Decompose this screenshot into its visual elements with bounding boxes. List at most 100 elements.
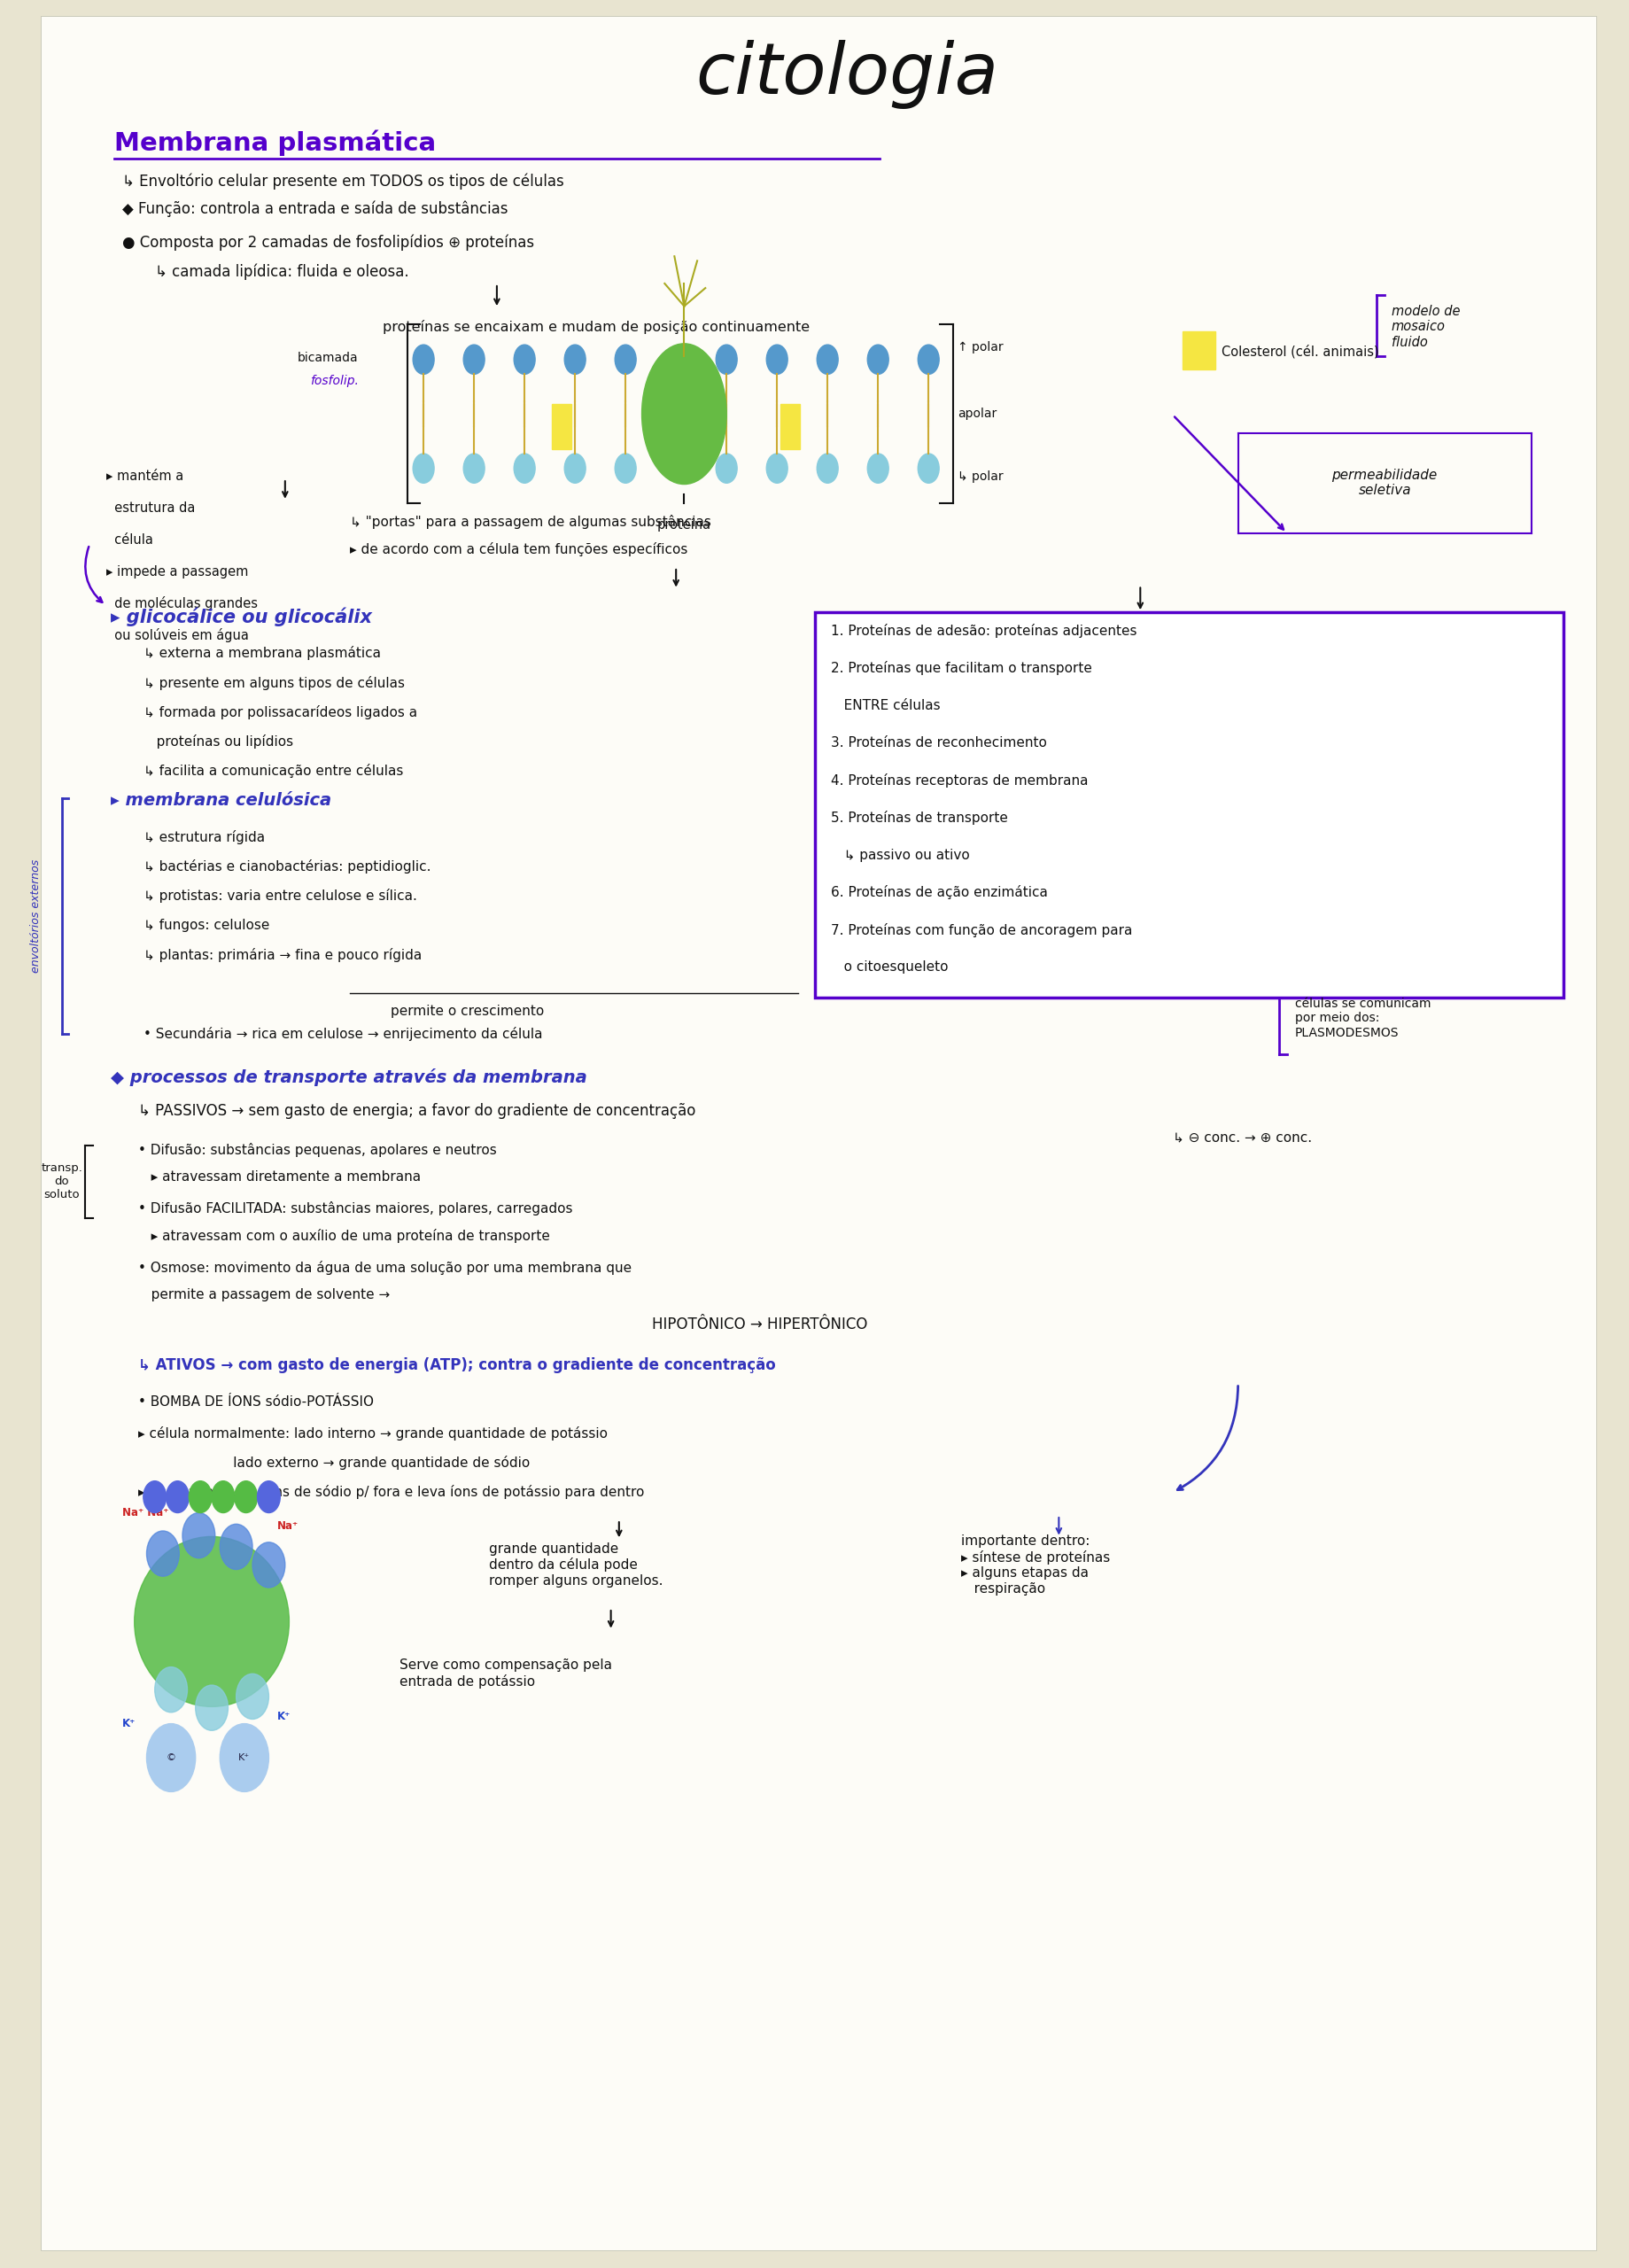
Text: 7. Proteínas com função de ancoragem para: 7. Proteínas com função de ancoragem par… xyxy=(831,923,1132,937)
Circle shape xyxy=(564,345,585,374)
Text: • BOMBA DE ÍONS sódio-POTÁSSIO: • BOMBA DE ÍONS sódio-POTÁSSIO xyxy=(138,1395,375,1408)
Text: ↳ formada por polissacarídeos ligados a: ↳ formada por polissacarídeos ligados a xyxy=(143,705,417,719)
Text: K⁺: K⁺ xyxy=(277,1710,290,1724)
Circle shape xyxy=(182,1513,215,1558)
Circle shape xyxy=(616,345,635,374)
FancyBboxPatch shape xyxy=(41,16,1596,2250)
Circle shape xyxy=(515,345,534,374)
Text: células se comunicam
por meio dos:
PLASMODESMOS: células se comunicam por meio dos: PLASM… xyxy=(1295,998,1430,1039)
Ellipse shape xyxy=(134,1538,290,1708)
Text: Serve como compensação pela
entrada de potássio: Serve como compensação pela entrada de p… xyxy=(399,1658,613,1690)
Text: ↳ presente em alguns tipos de células: ↳ presente em alguns tipos de células xyxy=(143,676,404,689)
Bar xyxy=(814,612,1564,998)
Text: ↳ estrutura rígida: ↳ estrutura rígida xyxy=(143,830,266,844)
Text: ↑ polar: ↑ polar xyxy=(958,340,1003,354)
Text: ▸ atravessam diretamente a membrana: ▸ atravessam diretamente a membrana xyxy=(138,1170,422,1184)
Text: 4. Proteínas receptoras de membrana: 4. Proteínas receptoras de membrana xyxy=(831,773,1088,787)
Circle shape xyxy=(715,345,736,374)
Circle shape xyxy=(463,454,484,483)
Circle shape xyxy=(220,1724,269,1792)
Text: 5. Proteínas de transporte: 5. Proteínas de transporte xyxy=(831,810,1008,826)
Circle shape xyxy=(252,1542,285,1588)
Circle shape xyxy=(816,454,837,483)
Circle shape xyxy=(463,345,484,374)
Circle shape xyxy=(917,454,938,483)
Circle shape xyxy=(816,345,837,374)
Circle shape xyxy=(195,1685,228,1730)
Text: importante dentro:
▸ síntese de proteínas
▸ alguns etapas da
   respiração: importante dentro: ▸ síntese de proteína… xyxy=(961,1535,1109,1594)
Circle shape xyxy=(143,1481,166,1513)
Text: ↳ ⊖ conc. → ⊕ conc.: ↳ ⊖ conc. → ⊕ conc. xyxy=(1173,1132,1311,1145)
Text: proteína: proteína xyxy=(656,517,712,531)
Text: ↳ ATIVOS → com gasto de energia (ATP); contra o gradiente de concentração: ↳ ATIVOS → com gasto de energia (ATP); c… xyxy=(138,1356,775,1374)
Text: envoltórios externos: envoltórios externos xyxy=(29,860,42,973)
Text: transp.
do
soluto: transp. do soluto xyxy=(41,1163,83,1200)
Text: • Osmose: movimento da água de uma solução por uma membrana que: • Osmose: movimento da água de uma soluç… xyxy=(138,1261,632,1275)
Text: bicamada: bicamada xyxy=(298,352,358,365)
Text: ↳ Envoltório celular presente em TODOS os tipos de células: ↳ Envoltório celular presente em TODOS o… xyxy=(122,172,564,191)
Text: 3. Proteínas de reconhecimento: 3. Proteínas de reconhecimento xyxy=(831,737,1047,748)
Text: ↳ camada lipídica: fluida e oleosa.: ↳ camada lipídica: fluida e oleosa. xyxy=(155,263,409,281)
Text: de moléculas grandes: de moléculas grandes xyxy=(106,596,257,610)
Circle shape xyxy=(212,1481,235,1513)
Text: permite o crescimento: permite o crescimento xyxy=(391,1005,544,1018)
Circle shape xyxy=(257,1481,280,1513)
Text: Na⁺ Na⁺: Na⁺ Na⁺ xyxy=(122,1506,168,1520)
Circle shape xyxy=(564,454,585,483)
Text: ↳ PASSIVOS → sem gasto de energia; a favor do gradiente de concentração: ↳ PASSIVOS → sem gasto de energia; a fav… xyxy=(138,1102,696,1120)
Text: K⁺: K⁺ xyxy=(238,1753,251,1762)
Text: Colesterol (cél. animais): Colesterol (cél. animais) xyxy=(1222,345,1380,358)
Ellipse shape xyxy=(642,342,727,485)
Circle shape xyxy=(917,345,938,374)
Text: ◆ processos de transporte através da membrana: ◆ processos de transporte através da mem… xyxy=(111,1068,586,1086)
Text: proteínas se encaixam e mudam de posição continuamente: proteínas se encaixam e mudam de posição… xyxy=(383,320,810,333)
Circle shape xyxy=(867,454,888,483)
Text: ↳ passivo ou ativo: ↳ passivo ou ativo xyxy=(831,848,969,862)
Text: HIPOTÔNICO → HIPERTÔNICO: HIPOTÔNICO → HIPERTÔNICO xyxy=(652,1315,867,1334)
Circle shape xyxy=(414,345,433,374)
Text: 2. Proteínas que facilitam o transporte: 2. Proteínas que facilitam o transporte xyxy=(831,660,1091,676)
Text: grande quantidade
dentro da célula pode
romper alguns organelos.: grande quantidade dentro da célula pode … xyxy=(489,1542,663,1588)
Text: ▸ impede a passagem: ▸ impede a passagem xyxy=(106,565,248,578)
Text: ▸ célula normalmente: lado interno → grande quantidade de potássio: ▸ célula normalmente: lado interno → gra… xyxy=(138,1427,608,1440)
Text: ↳ bactérias e cianobactérias: peptidioglic.: ↳ bactérias e cianobactérias: peptidiogl… xyxy=(143,860,430,873)
Text: ↳ externa a membrana plasmática: ↳ externa a membrana plasmática xyxy=(143,646,381,660)
Text: ▸ de acordo com a célula tem funções específicos: ▸ de acordo com a célula tem funções esp… xyxy=(350,542,687,556)
Text: Na⁺: Na⁺ xyxy=(277,1520,298,1533)
Text: permeabilidade
seletiva: permeabilidade seletiva xyxy=(1333,469,1437,497)
Bar xyxy=(1183,331,1215,370)
Circle shape xyxy=(414,454,433,483)
Bar xyxy=(552,404,572,449)
Text: ↳ protistas: varia entre celulose e sílica.: ↳ protistas: varia entre celulose e síli… xyxy=(143,889,417,903)
Text: ▸ glicocálice ou glicocálix: ▸ glicocálice ou glicocálix xyxy=(111,608,371,626)
Text: ● Composta por 2 camadas de fosfolipídios ⊕ proteínas: ● Composta por 2 camadas de fosfolipídio… xyxy=(122,234,534,252)
Bar xyxy=(780,404,800,449)
Text: ©: © xyxy=(166,1753,176,1762)
Text: modelo de
mosaico
fluido: modelo de mosaico fluido xyxy=(1391,304,1460,349)
Text: K⁺: K⁺ xyxy=(122,1717,135,1730)
Text: • Difusão FACILITADA: substâncias maiores, polares, carregados: • Difusão FACILITADA: substâncias maiore… xyxy=(138,1202,573,1216)
Text: ↳ polar: ↳ polar xyxy=(958,469,1003,483)
Circle shape xyxy=(715,454,736,483)
Text: célula: célula xyxy=(106,533,153,547)
Circle shape xyxy=(189,1481,212,1513)
Circle shape xyxy=(166,1481,189,1513)
Circle shape xyxy=(220,1524,252,1569)
Text: citologia: citologia xyxy=(696,41,999,109)
Circle shape xyxy=(616,454,635,483)
Text: ou solúveis em água: ou solúveis em água xyxy=(106,628,248,642)
Text: fosfolip.: fosfolip. xyxy=(310,374,358,388)
Text: ENTRE células: ENTRE células xyxy=(831,699,940,712)
Text: apolar: apolar xyxy=(958,408,997,420)
Circle shape xyxy=(235,1481,257,1513)
Text: ◆ Função: controla a entrada e saída de substâncias: ◆ Função: controla a entrada e saída de … xyxy=(122,200,508,218)
Text: ▸ mantém a: ▸ mantém a xyxy=(106,469,182,483)
Text: ↳ fungos: celulose: ↳ fungos: celulose xyxy=(143,919,269,932)
Text: ↳ plantas: primária → fina e pouco rígida: ↳ plantas: primária → fina e pouco rígid… xyxy=(143,948,422,962)
Text: o citoesqueleto: o citoesqueleto xyxy=(831,962,948,973)
Text: Membrana plasmática: Membrana plasmática xyxy=(114,129,435,156)
Circle shape xyxy=(766,454,787,483)
Circle shape xyxy=(515,454,534,483)
Text: • Difusão: substâncias pequenas, apolares e neutros: • Difusão: substâncias pequenas, apolare… xyxy=(138,1143,497,1157)
Text: 1. Proteínas de adesão: proteínas adjacentes: 1. Proteínas de adesão: proteínas adjace… xyxy=(831,624,1137,637)
